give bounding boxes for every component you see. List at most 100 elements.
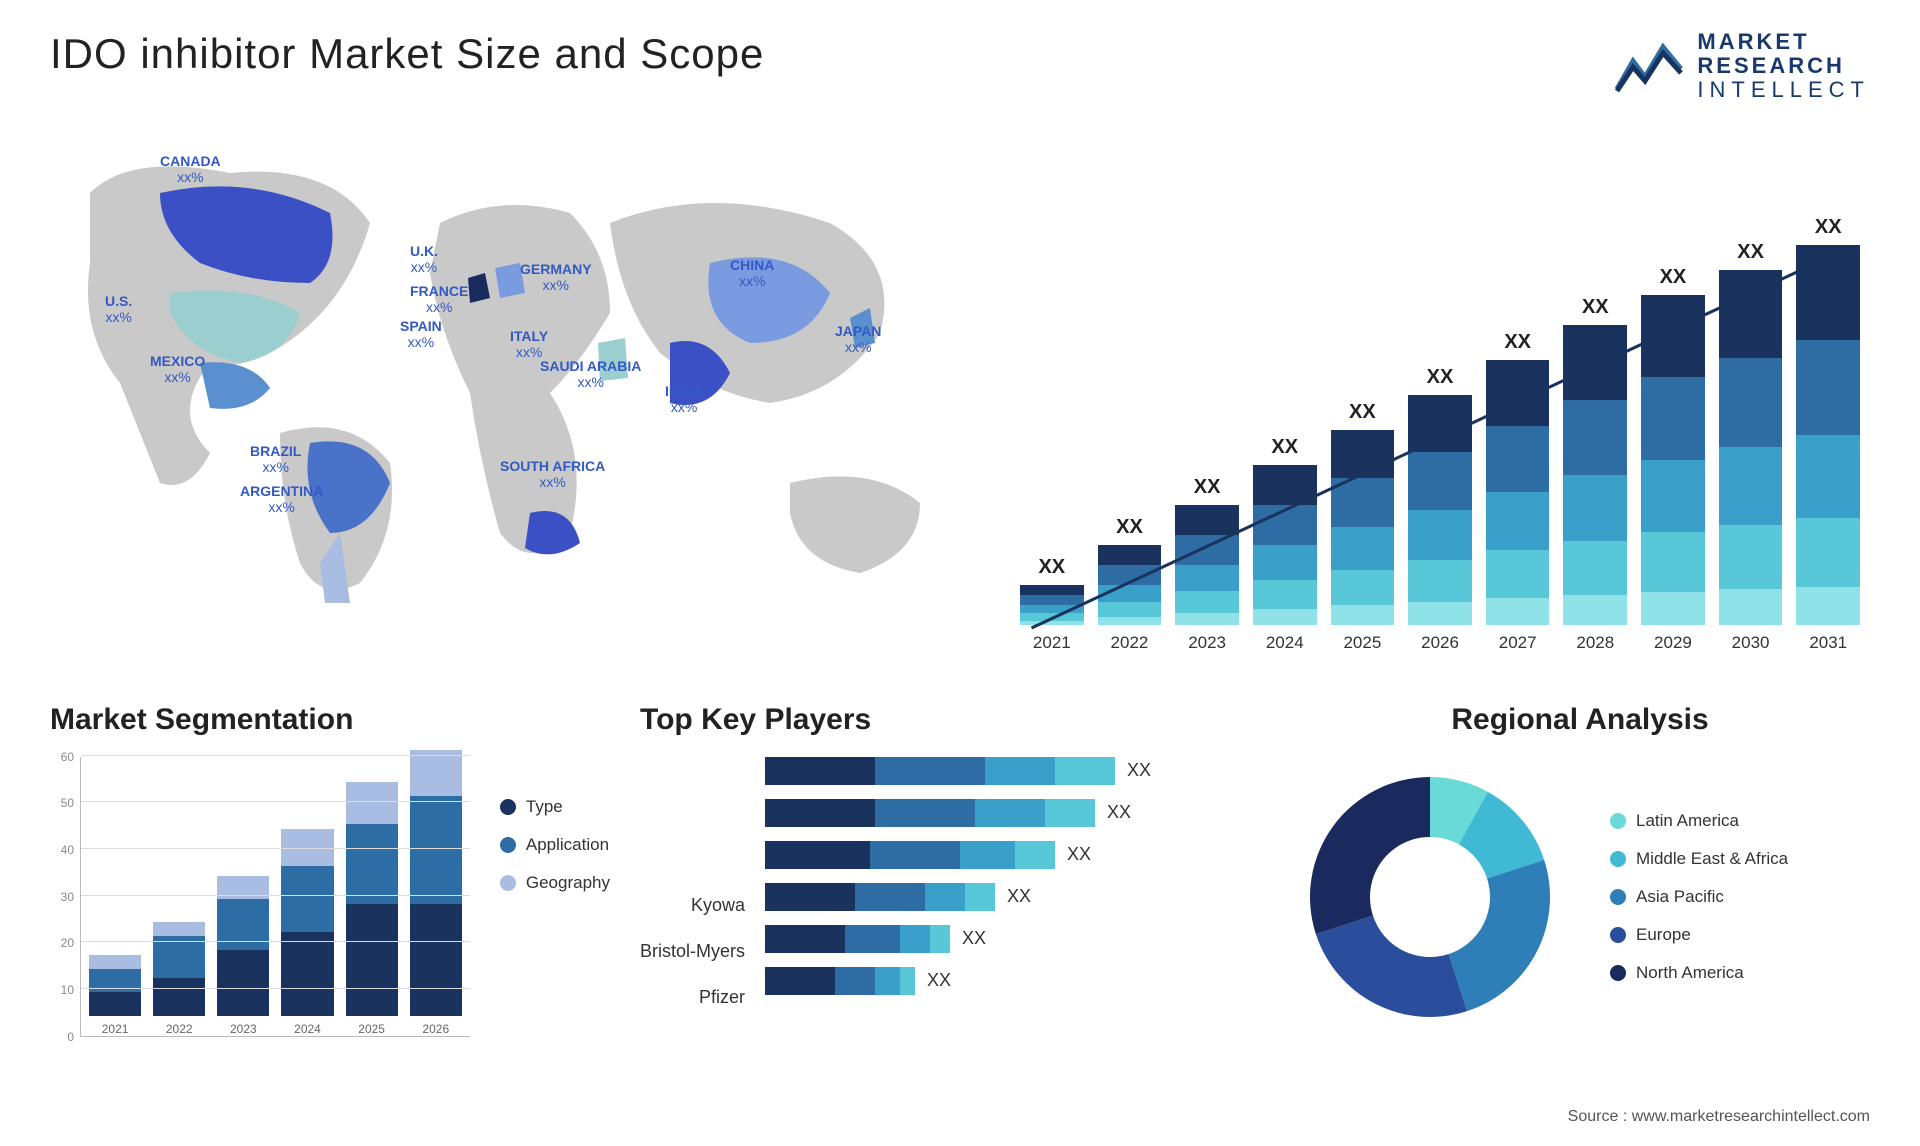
legend-label: Asia Pacific [1636, 887, 1724, 907]
legend-label: Europe [1636, 925, 1691, 945]
seg-bar-stack [153, 922, 205, 1015]
player-segment [1055, 757, 1115, 785]
growth-segment [1175, 591, 1239, 613]
regional-legend: Latin America Middle East & Africa Asia Pa… [1610, 811, 1788, 983]
seg-year-label: 2021 [102, 1022, 129, 1036]
growth-year-label: 2024 [1266, 633, 1304, 653]
seg-year-label: 2025 [358, 1022, 385, 1036]
player-bar [765, 967, 915, 995]
growth-year-label: 2028 [1576, 633, 1614, 653]
growth-segment [1486, 426, 1550, 492]
growth-segment [1331, 478, 1395, 527]
growth-segment [1641, 377, 1705, 460]
legend-swatch [1610, 889, 1626, 905]
seg-ytick: 40 [61, 843, 74, 857]
growth-segment [1098, 602, 1162, 616]
growth-segment [1408, 560, 1472, 601]
growth-year-label: 2027 [1499, 633, 1537, 653]
map-label-italy: ITALYxx% [510, 328, 548, 362]
growth-segment [1563, 475, 1627, 541]
seg-bar-2022: 2022 [153, 922, 205, 1035]
donut-slice [1449, 859, 1550, 1010]
legend-swatch [1610, 965, 1626, 981]
growth-segment [1331, 527, 1395, 570]
growth-value-label: XX [1038, 556, 1065, 579]
player-name: Bristol-Myers [640, 941, 745, 969]
growth-segment [1175, 505, 1239, 535]
growth-bar-2030: XX 2030 [1719, 241, 1783, 653]
seg-segment [89, 955, 141, 969]
player-bar [765, 883, 995, 911]
growth-segment [1796, 435, 1860, 519]
growth-year-label: 2025 [1343, 633, 1381, 653]
player-segment [930, 925, 950, 953]
map-label-france: FRANCExx% [410, 283, 468, 317]
segmentation-title: Market Segmentation [50, 703, 610, 737]
seg-year-label: 2026 [422, 1022, 449, 1036]
growth-segment [1641, 460, 1705, 533]
growth-bar-stack [1331, 430, 1395, 625]
seg-chart-area: 202120222023202420252026 [80, 757, 470, 1037]
seg-segment [346, 782, 398, 824]
growth-value-label: XX [1737, 241, 1764, 264]
seg-segment [217, 950, 269, 1015]
growth-bar-2022: XX2022 [1098, 516, 1162, 653]
player-bar-row: XX [765, 925, 1260, 953]
seg-legend-item: Geography [500, 873, 610, 893]
regional-legend-item: North America [1610, 963, 1788, 983]
growth-year-label: 2023 [1188, 633, 1226, 653]
map-label-germany: GERMANYxx% [520, 261, 592, 295]
growth-segment [1098, 617, 1162, 625]
growth-bar-2025: XX2025 [1331, 401, 1395, 653]
map-label-us: U.S.xx% [105, 293, 132, 327]
growth-bar-2024: XX2024 [1253, 436, 1317, 653]
seg-segment [346, 824, 398, 903]
seg-bar-2021: 2021 [89, 955, 141, 1036]
legend-label: Application [526, 835, 609, 855]
player-segment [765, 925, 845, 953]
growth-bar-stack [1020, 585, 1084, 625]
growth-segment [1719, 358, 1783, 447]
player-bar-row: XX [765, 883, 1260, 911]
seg-gridline [81, 848, 470, 849]
growth-segment [1020, 585, 1084, 595]
growth-bar-2021: XX2021 [1020, 556, 1084, 653]
growth-segment [1098, 565, 1162, 585]
player-segment [975, 799, 1045, 827]
map-label-brazil: BRAZILxx% [250, 443, 301, 477]
player-segment [960, 841, 1015, 869]
legend-swatch [500, 837, 516, 853]
legend-label: Latin America [1636, 811, 1739, 831]
player-bar [765, 841, 1055, 869]
map-label-uk: U.K.xx% [410, 243, 438, 277]
growth-value-label: XX [1194, 476, 1221, 499]
player-segment [855, 883, 925, 911]
seg-legend-item: Type [500, 797, 610, 817]
growth-year-label: 2030 [1732, 633, 1770, 653]
seg-segment [410, 904, 462, 1016]
seg-segment [89, 992, 141, 1015]
regional-panel: Regional Analysis Latin AmericaMiddle Ea… [1290, 703, 1870, 1057]
growth-segment [1796, 340, 1860, 435]
world-map-panel: CANADAxx%U.S.xx%MEXICOxx%BRAZILxx%ARGENT… [50, 133, 970, 653]
growth-segment [1331, 605, 1395, 625]
growth-value-label: XX [1815, 216, 1842, 239]
growth-segment [1641, 592, 1705, 625]
player-name [640, 849, 745, 877]
growth-segment [1563, 325, 1627, 400]
player-segment [900, 967, 915, 995]
seg-bar-2026: 2026 [410, 750, 462, 1036]
map-label-spain: SPAINxx% [400, 318, 442, 352]
legend-label: Middle East & Africa [1636, 849, 1788, 869]
growth-bar-stack [1719, 270, 1783, 625]
growth-segment [1408, 602, 1472, 625]
growth-segment [1098, 585, 1162, 603]
growth-bar-stack [1098, 545, 1162, 625]
seg-segment [153, 936, 205, 978]
key-players-title: Top Key Players [640, 703, 1260, 737]
growth-value-label: XX [1116, 516, 1143, 539]
legend-swatch [500, 799, 516, 815]
growth-bar-stack [1253, 465, 1317, 625]
player-segment [1015, 841, 1055, 869]
player-value-label: XX [1007, 886, 1031, 907]
